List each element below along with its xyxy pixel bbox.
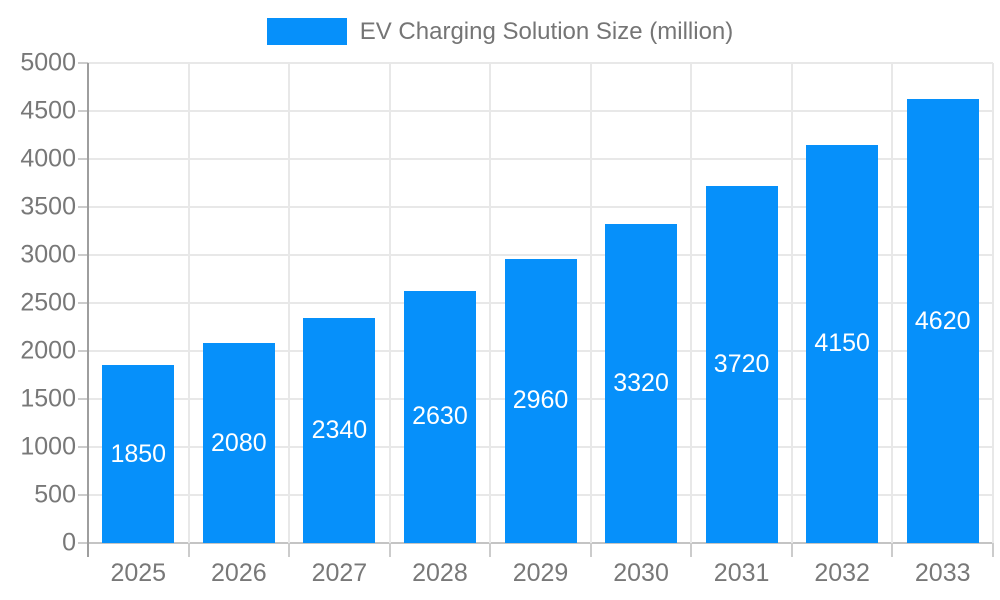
x-axis-label: 2033 <box>914 559 971 587</box>
legend-label: EV Charging Solution Size (million) <box>359 18 734 45</box>
gridline-horizontal <box>88 110 993 112</box>
y-tick <box>78 110 88 112</box>
bar[interactable]: 2960 <box>504 258 577 543</box>
bar[interactable]: 2080 <box>202 343 275 543</box>
gridline-vertical <box>992 63 994 543</box>
y-axis-label: 5000 <box>20 48 76 77</box>
y-axis-label: 3500 <box>20 192 76 221</box>
x-tick <box>891 543 894 557</box>
x-axis-label: 2032 <box>814 559 870 587</box>
y-axis-label: 3000 <box>20 240 76 269</box>
y-tick <box>78 302 88 304</box>
y-axis-label: 1500 <box>20 384 76 413</box>
gridline-vertical <box>589 63 592 543</box>
x-tick <box>790 543 793 557</box>
y-axis-label: 0 <box>62 528 76 557</box>
bar-value-label: 3320 <box>613 369 669 398</box>
x-axis-label: 2027 <box>311 559 368 587</box>
legend-swatch <box>266 18 347 45</box>
gridline-vertical <box>388 63 391 543</box>
y-tick <box>78 254 88 256</box>
bar-value-label: 3720 <box>713 349 770 378</box>
gridline-horizontal <box>88 62 993 64</box>
y-axis-label: 500 <box>34 480 76 509</box>
y-tick <box>78 494 88 496</box>
x-tick <box>992 543 994 557</box>
bar-value-label: 2630 <box>412 402 468 431</box>
x-tick <box>388 543 391 557</box>
gridline-vertical <box>187 63 190 543</box>
gridline-vertical <box>288 63 291 543</box>
x-axis-line <box>88 542 993 544</box>
x-axis-label: 2025 <box>110 559 167 587</box>
bar[interactable]: 3320 <box>605 224 678 543</box>
y-axis-label: 2000 <box>20 336 76 365</box>
gridline-vertical <box>690 63 693 543</box>
y-tick <box>78 62 88 64</box>
gridline-horizontal <box>88 254 993 256</box>
x-tick <box>288 543 291 557</box>
bar-value-label: 2960 <box>512 386 569 415</box>
x-axis-label: 2028 <box>412 559 468 587</box>
y-axis-label: 4000 <box>20 144 76 173</box>
y-tick <box>78 158 88 160</box>
gridline-horizontal <box>88 158 993 160</box>
gridline-vertical <box>790 63 793 543</box>
gridline-vertical <box>891 63 894 543</box>
y-tick <box>78 398 88 400</box>
y-axis-line <box>87 63 89 557</box>
x-tick <box>489 543 492 557</box>
bar-value-label: 4150 <box>814 329 870 358</box>
x-tick <box>690 543 693 557</box>
x-axis-label: 2026 <box>211 559 267 587</box>
bar[interactable]: 4620 <box>906 99 979 543</box>
gridline-vertical <box>489 63 492 543</box>
x-tick <box>589 543 592 557</box>
bar-value-label: 4620 <box>914 306 971 335</box>
y-tick <box>78 446 88 448</box>
bar[interactable]: 2630 <box>403 290 476 543</box>
bar-value-label: 2080 <box>211 428 267 457</box>
bar-value-label: 1850 <box>110 439 167 468</box>
bar-value-label: 2340 <box>311 416 368 445</box>
x-tick <box>187 543 190 557</box>
bar[interactable]: 1850 <box>102 365 175 543</box>
bar[interactable]: 3720 <box>705 185 778 543</box>
chart-legend[interactable]: EV Charging Solution Size (million) <box>0 18 1000 45</box>
y-tick <box>78 542 88 544</box>
x-axis-label: 2029 <box>512 559 569 587</box>
bar[interactable]: 2340 <box>303 318 376 543</box>
y-tick <box>78 206 88 208</box>
x-axis-label: 2030 <box>613 559 669 587</box>
gridline-horizontal <box>88 206 993 208</box>
y-axis-label: 4500 <box>20 96 76 125</box>
y-axis-label: 1000 <box>20 432 76 461</box>
bar[interactable]: 4150 <box>806 144 879 543</box>
y-axis-label: 2500 <box>20 288 76 317</box>
y-tick <box>78 350 88 352</box>
x-axis-label: 2031 <box>713 559 770 587</box>
